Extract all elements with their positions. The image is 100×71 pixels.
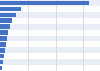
Bar [0,13,16,17]
Bar [0,24,10,29]
Bar [0,18,12,23]
Bar [0,47,100,53]
Bar [0,30,100,36]
Bar [0,1,89,5]
Bar [0,18,100,24]
Bar [0,65,100,71]
Bar [0,36,7,41]
Bar [0,60,3,64]
Bar [0,66,2,70]
Bar [0,0,100,6]
Bar [0,54,4,58]
Bar [0,42,6,47]
Bar [0,41,100,47]
Bar [0,24,100,30]
Bar [0,6,100,12]
Bar [0,30,8,35]
Bar [0,59,100,65]
Bar [0,48,5,53]
Bar [0,12,100,18]
Bar [0,7,21,11]
Bar [0,53,100,59]
Bar [0,36,100,41]
